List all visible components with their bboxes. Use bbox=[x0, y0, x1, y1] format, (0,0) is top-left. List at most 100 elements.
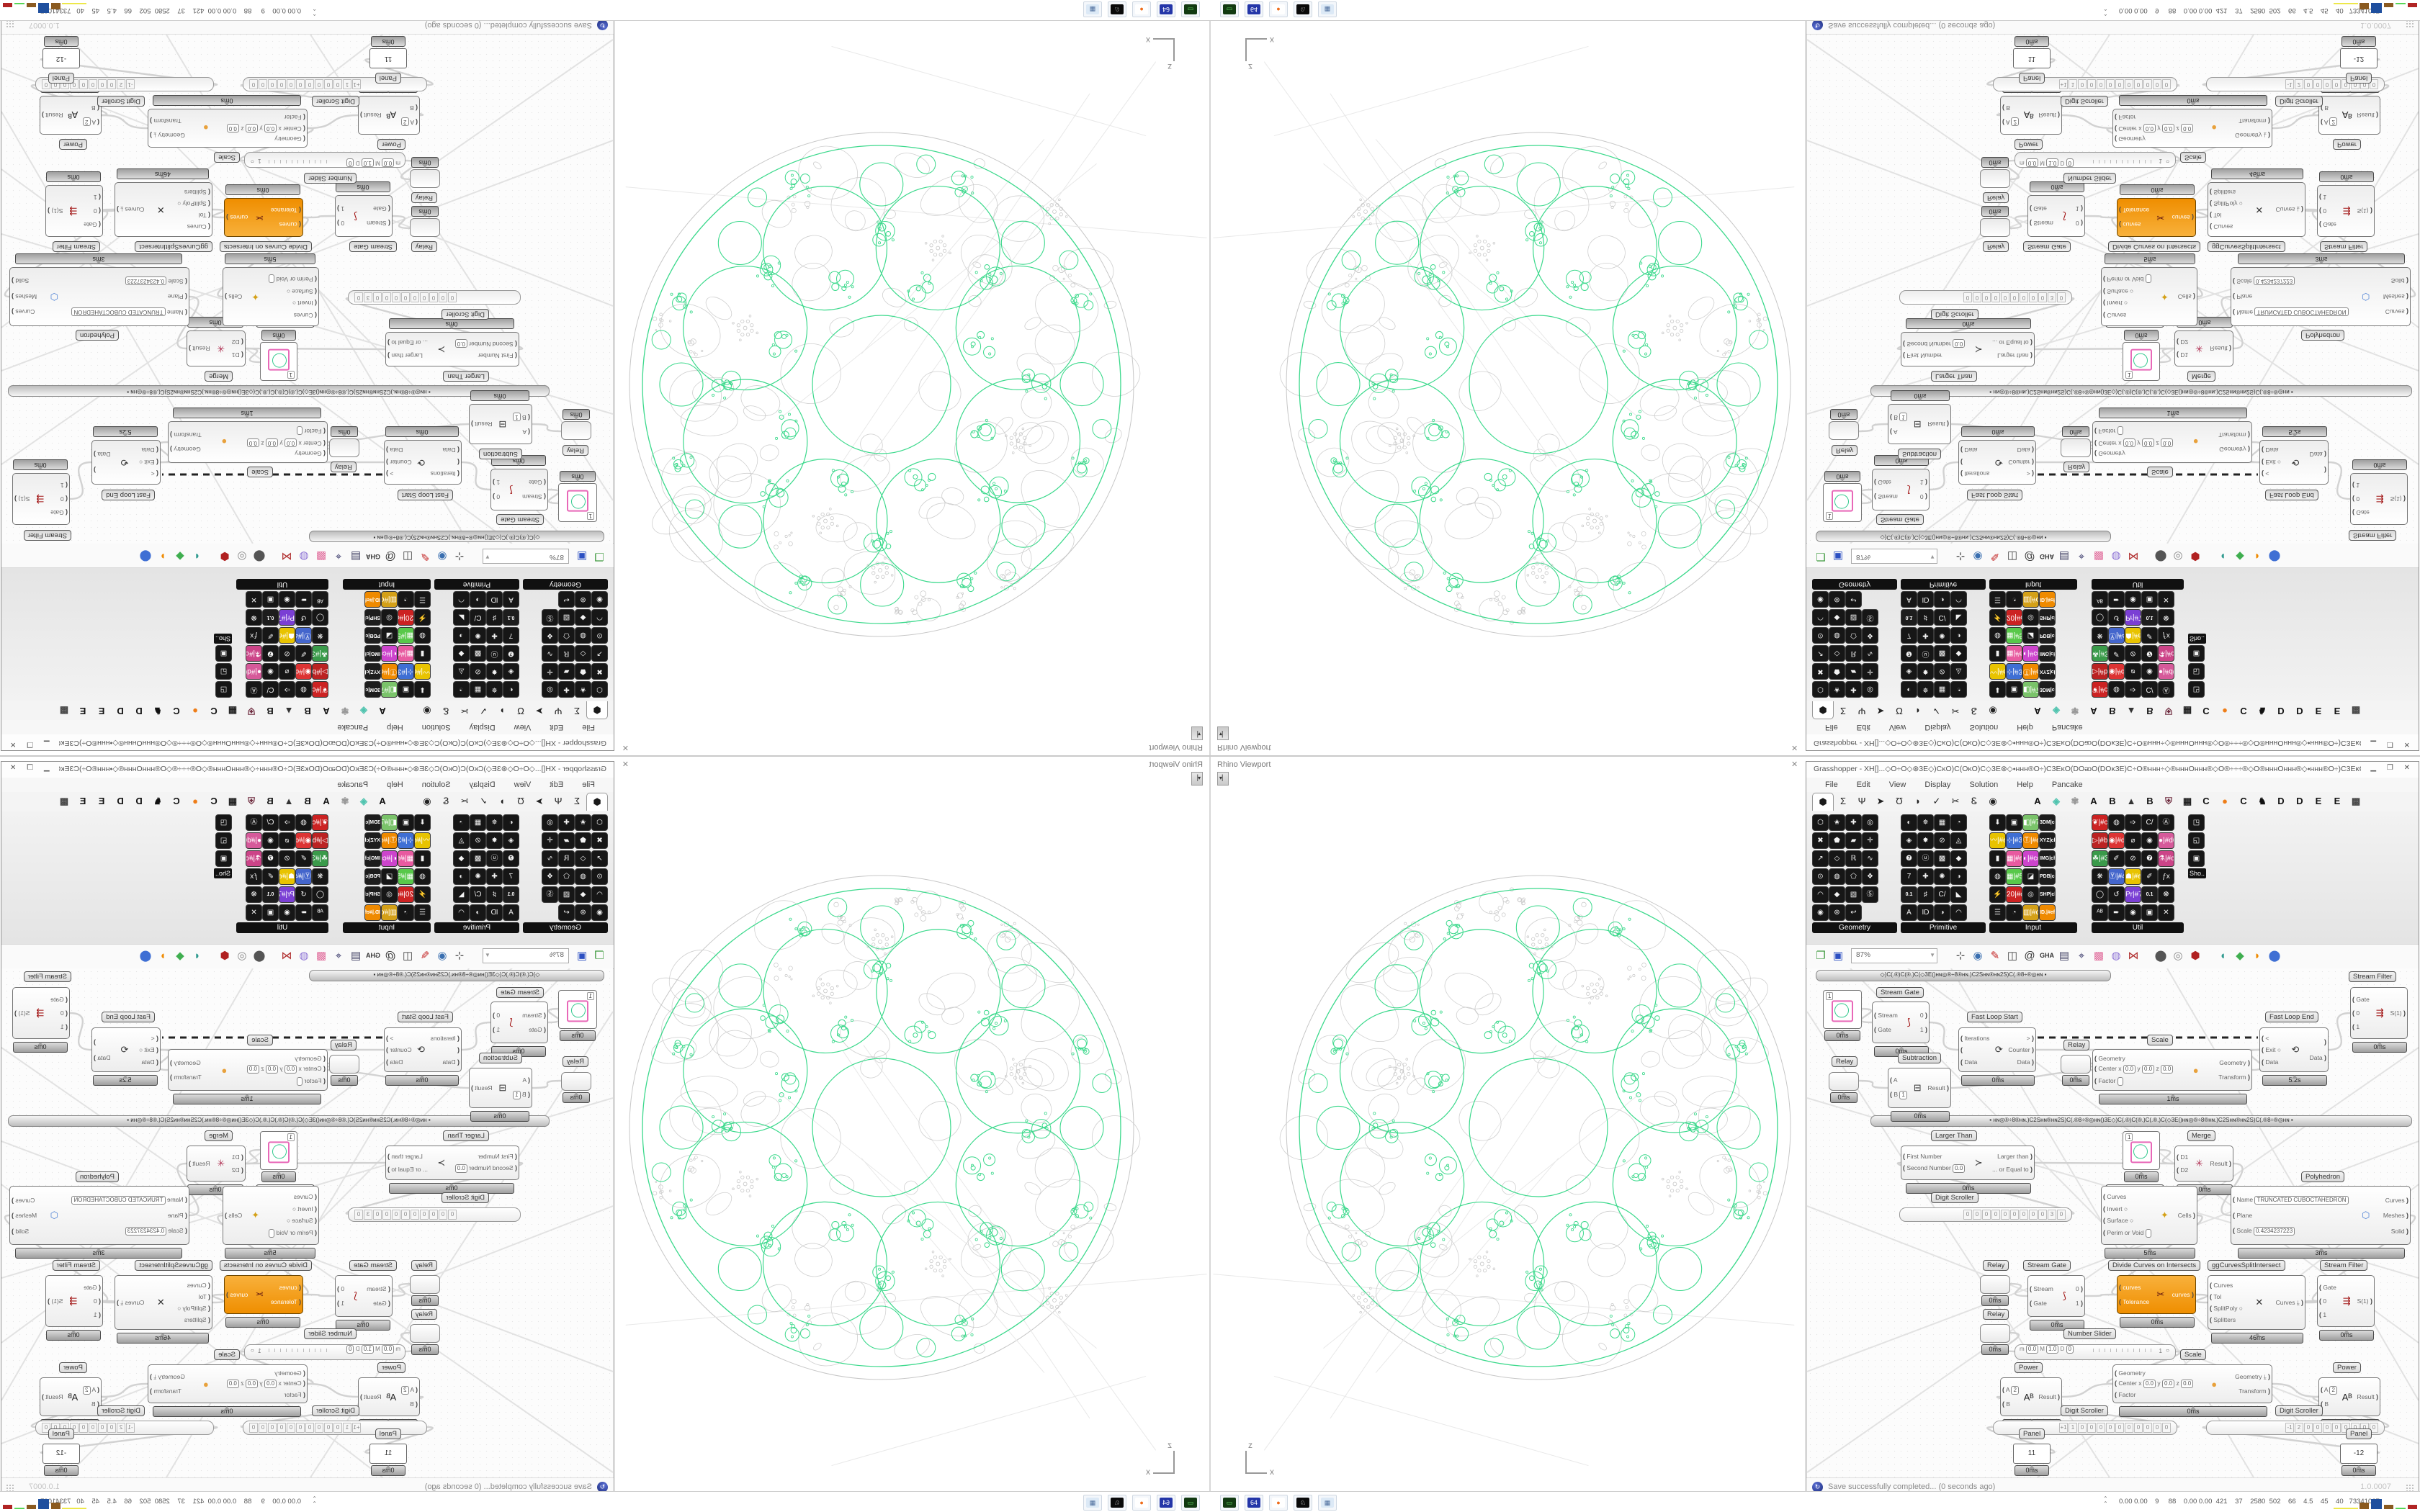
gh-param-param2[interactable]: 1 bbox=[260, 1131, 297, 1170]
gh-component-sfilter1[interactable]: ( Gate( 0( 1 ⇶ S(1) ) bbox=[2350, 987, 2408, 1039]
gh-relay[interactable] bbox=[410, 1324, 440, 1343]
param-input[interactable]: ( 1 bbox=[2319, 1311, 2327, 1318]
param-input[interactable]: ( Surface ○ bbox=[2103, 1217, 2134, 1225]
palette-tile-icon[interactable]: ID.|#ef8a00 bbox=[364, 904, 381, 921]
scroller-digit[interactable]: 0 bbox=[2001, 292, 2009, 302]
palette-tile-icon[interactable]: 0.1 bbox=[262, 886, 279, 903]
palette-tile-icon[interactable]: ◬ bbox=[453, 832, 470, 849]
palette-tile-icon[interactable]: ℝ bbox=[558, 850, 575, 867]
param-output[interactable]: Curves ⤓ ) bbox=[117, 206, 145, 214]
param-input[interactable]: ( Splitters bbox=[2210, 1316, 2236, 1323]
palette-tile-icon[interactable]: ◪ bbox=[2022, 868, 2039, 885]
palette-tile-icon[interactable]: ◬ bbox=[1950, 663, 1967, 680]
scroller-digit[interactable]: 0 bbox=[2313, 79, 2322, 89]
tab-icon-7[interactable]: Ꮛ bbox=[1971, 706, 1978, 716]
palette-tile-icon[interactable]: ↗ bbox=[1812, 850, 1829, 867]
param-input[interactable]: ( Stream bbox=[1874, 1011, 1898, 1019]
param-input[interactable]: ( Gate bbox=[2319, 221, 2336, 228]
palette-tile-icon[interactable]: ∿ bbox=[1862, 850, 1878, 867]
tab-icon-7[interactable]: Ꮛ bbox=[1971, 796, 1978, 806]
palette-tile-icon[interactable]: ✕ bbox=[2158, 591, 2174, 608]
palette-tile-icon[interactable]: ◑ bbox=[453, 627, 470, 644]
palette-label-geometry[interactable]: Geometry bbox=[1812, 922, 1897, 933]
palette-tile-icon[interactable]: ▮ bbox=[414, 850, 431, 867]
tab-icon-6[interactable]: ✂ bbox=[1951, 706, 1960, 716]
floppy64-icon[interactable]: 64 bbox=[1245, 1, 1263, 17]
palette-tile-icon[interactable]: ◯ bbox=[312, 886, 328, 903]
param-input[interactable]: ( Center x 0.0 y 0.0 z 0.0 bbox=[226, 124, 305, 132]
palette-tile-icon[interactable]: 0.1 bbox=[2141, 886, 2158, 903]
palette-tile-icon[interactable]: ◠ bbox=[1950, 904, 1967, 921]
tab-letter-11[interactable]: C bbox=[173, 706, 180, 716]
palette-tile-icon[interactable]: ✵ bbox=[1917, 681, 1934, 698]
param-output[interactable]: 1 ) bbox=[337, 204, 345, 212]
palette-tile-icon[interactable]: ⚡ bbox=[414, 609, 431, 626]
group-label-bar[interactable]: ◇)C(.®)C(®.)C(◇3E()ʜɴ◎®÷8®ʜɴ.)C2Sʜɴ®ʜɴ2S… bbox=[1816, 531, 2111, 542]
scroller-digit[interactable]: 0 bbox=[1982, 1210, 1991, 1220]
param-output[interactable]: Result ) bbox=[1927, 1084, 1949, 1092]
gh-param-param1[interactable]: 1 bbox=[558, 990, 597, 1029]
param-input[interactable]: ( Curves bbox=[2210, 223, 2233, 230]
scroller-digit[interactable]: 0 bbox=[2029, 1210, 2038, 1220]
palette-tile-icon[interactable]: ●|#d65a9a bbox=[2158, 663, 2174, 680]
tab-letter-2[interactable]: ✾ bbox=[341, 706, 349, 716]
scroller-digit[interactable]: 0 bbox=[1991, 1210, 2000, 1220]
open-file-icon[interactable]: ❐ bbox=[594, 950, 604, 962]
menu-item-pancake[interactable]: Pancake bbox=[2051, 780, 2083, 789]
param-input[interactable]: ( 1 bbox=[2319, 194, 2327, 201]
param-input[interactable]: ( B bbox=[409, 104, 418, 112]
palette-tile-icon[interactable]: XYZ|chip bbox=[2039, 663, 2056, 680]
scroller-digit[interactable]: 0 bbox=[2078, 79, 2087, 89]
param-output[interactable]: Meshes ) bbox=[12, 1212, 37, 1219]
palette-tile-icon[interactable]: Pr|#7a3fd4 bbox=[2125, 609, 2141, 626]
scroller-digit[interactable]: 0 bbox=[2370, 1423, 2378, 1433]
scroller-digit[interactable]: 0 bbox=[315, 1423, 323, 1433]
scroller-digit[interactable]: 0 bbox=[259, 79, 267, 89]
scroller-digit[interactable]: 0 bbox=[2332, 79, 2341, 89]
palette-tile-icon[interactable]: ↩ bbox=[1845, 904, 1862, 921]
param-input[interactable]: ( Factor bbox=[2094, 426, 2173, 436]
palette-tile-icon[interactable]: ⊹|#3f6fd4 bbox=[398, 832, 414, 849]
param-output[interactable]: S(1) ) bbox=[14, 1009, 30, 1017]
palette-tile-icon[interactable]: ◆ bbox=[1950, 850, 1967, 867]
param-output[interactable]: Cells ) bbox=[225, 293, 243, 300]
palette-tile-icon[interactable]: ◠ bbox=[1950, 591, 1967, 608]
tab-letter-0[interactable]: A bbox=[379, 706, 386, 716]
param-input[interactable]: ( D1 bbox=[231, 1153, 243, 1161]
param-output[interactable]: S(1) ) bbox=[2390, 495, 2406, 503]
gh-component-scale2[interactable]: ( Geometry( Center x 0.0 y 0.0 z 0.0( Fa… bbox=[148, 109, 308, 148]
gh-param-param1[interactable]: 1 bbox=[1823, 990, 1862, 1029]
palette-tile-icon[interactable]: ID.|#ef8a00 bbox=[2039, 591, 2056, 608]
preview-custom-icon[interactable]: ⬤ bbox=[139, 950, 152, 962]
palette-tile-icon[interactable]: ◠ bbox=[591, 609, 608, 626]
scroller-digit[interactable]: -1 bbox=[2285, 79, 2294, 89]
scroller-digit[interactable]: 0 bbox=[259, 1423, 267, 1433]
red-box-icon[interactable]: ⬢ bbox=[220, 550, 230, 562]
gh-component-larger[interactable]: ( First Number( Second Number 0.0 ≻ Larger… bbox=[1901, 332, 2035, 366]
param-output[interactable]: Result ) bbox=[1927, 420, 1949, 428]
palette-tile-icon[interactable]: 20|#cc2222 bbox=[398, 886, 414, 903]
palette-tile-icon[interactable]: ❦|#c22 bbox=[312, 681, 328, 698]
tab-letter-9[interactable]: C bbox=[210, 796, 218, 806]
gh-component-merge[interactable]: ( D1( D2 ✳ Result ) bbox=[187, 330, 246, 366]
red-box-icon[interactable]: ⬢ bbox=[2190, 950, 2200, 962]
param-input[interactable]: ( Plane bbox=[2233, 1212, 2253, 1219]
palette-label-primitive[interactable]: Primitive bbox=[1901, 579, 1986, 590]
palette-tile-icon[interactable]: ◍ bbox=[575, 868, 591, 885]
gh-relay[interactable] bbox=[561, 421, 591, 440]
param-input[interactable]: ( Gate bbox=[2352, 996, 2370, 1003]
palette-tile-icon[interactable]: ✖ bbox=[1812, 832, 1829, 849]
param-input[interactable]: ( Gate bbox=[84, 1284, 101, 1291]
scroller-digit[interactable]: 0 bbox=[2097, 79, 2105, 89]
gh-component-scale1[interactable]: ( Geometry( Center x 0.0 y 0.0 z 0.0( Fa… bbox=[2092, 1049, 2252, 1091]
param-input[interactable]: ( Center x 0.0 y 0.0 z 0.0 bbox=[246, 438, 326, 447]
window-buttons[interactable]: ▁ ❐ ✕ bbox=[6, 764, 50, 772]
scroller-digit[interactable]: 0 bbox=[2057, 1210, 2066, 1220]
param-output[interactable]: Data ) bbox=[2309, 451, 2326, 458]
palette-tile-icon[interactable]: ⊹|#3f6fd4 bbox=[2006, 663, 2022, 680]
param-output[interactable]: Geometry ⤓ ) bbox=[150, 132, 185, 139]
gh-number-slider[interactable]: m 0.0 M 1.0 D 0 1 ○ bbox=[2015, 1344, 2176, 1360]
param-input[interactable]: ( Iterations bbox=[430, 470, 460, 478]
palette-tile-icon[interactable]: ▣ bbox=[398, 681, 414, 698]
calculator-icon[interactable]: ▦ bbox=[1318, 1, 1337, 17]
